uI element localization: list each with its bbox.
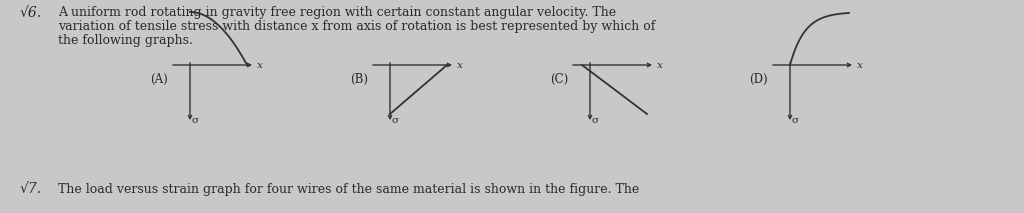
Text: √7.: √7. [20,182,42,196]
Text: σ: σ [193,116,199,125]
Text: x: x [257,60,263,69]
Text: (C): (C) [550,73,568,86]
Text: √6.: √6. [20,6,42,20]
Text: x: x [857,60,863,69]
Text: σ: σ [392,116,399,125]
Text: σ: σ [792,116,799,125]
Text: x: x [657,60,663,69]
Text: (A): (A) [151,73,168,86]
Text: the following graphs.: the following graphs. [58,34,193,47]
Text: x: x [457,60,463,69]
Text: The load versus strain graph for four wires of the same material is shown in the: The load versus strain graph for four wi… [58,183,639,196]
Text: σ: σ [592,116,599,125]
Text: A uniform rod rotating in gravity free region with certain constant angular velo: A uniform rod rotating in gravity free r… [58,6,616,19]
Text: variation of tensile stress with distance x from axis of rotation is best repres: variation of tensile stress with distanc… [58,20,655,33]
Text: (D): (D) [750,73,768,86]
Text: (B): (B) [350,73,368,86]
